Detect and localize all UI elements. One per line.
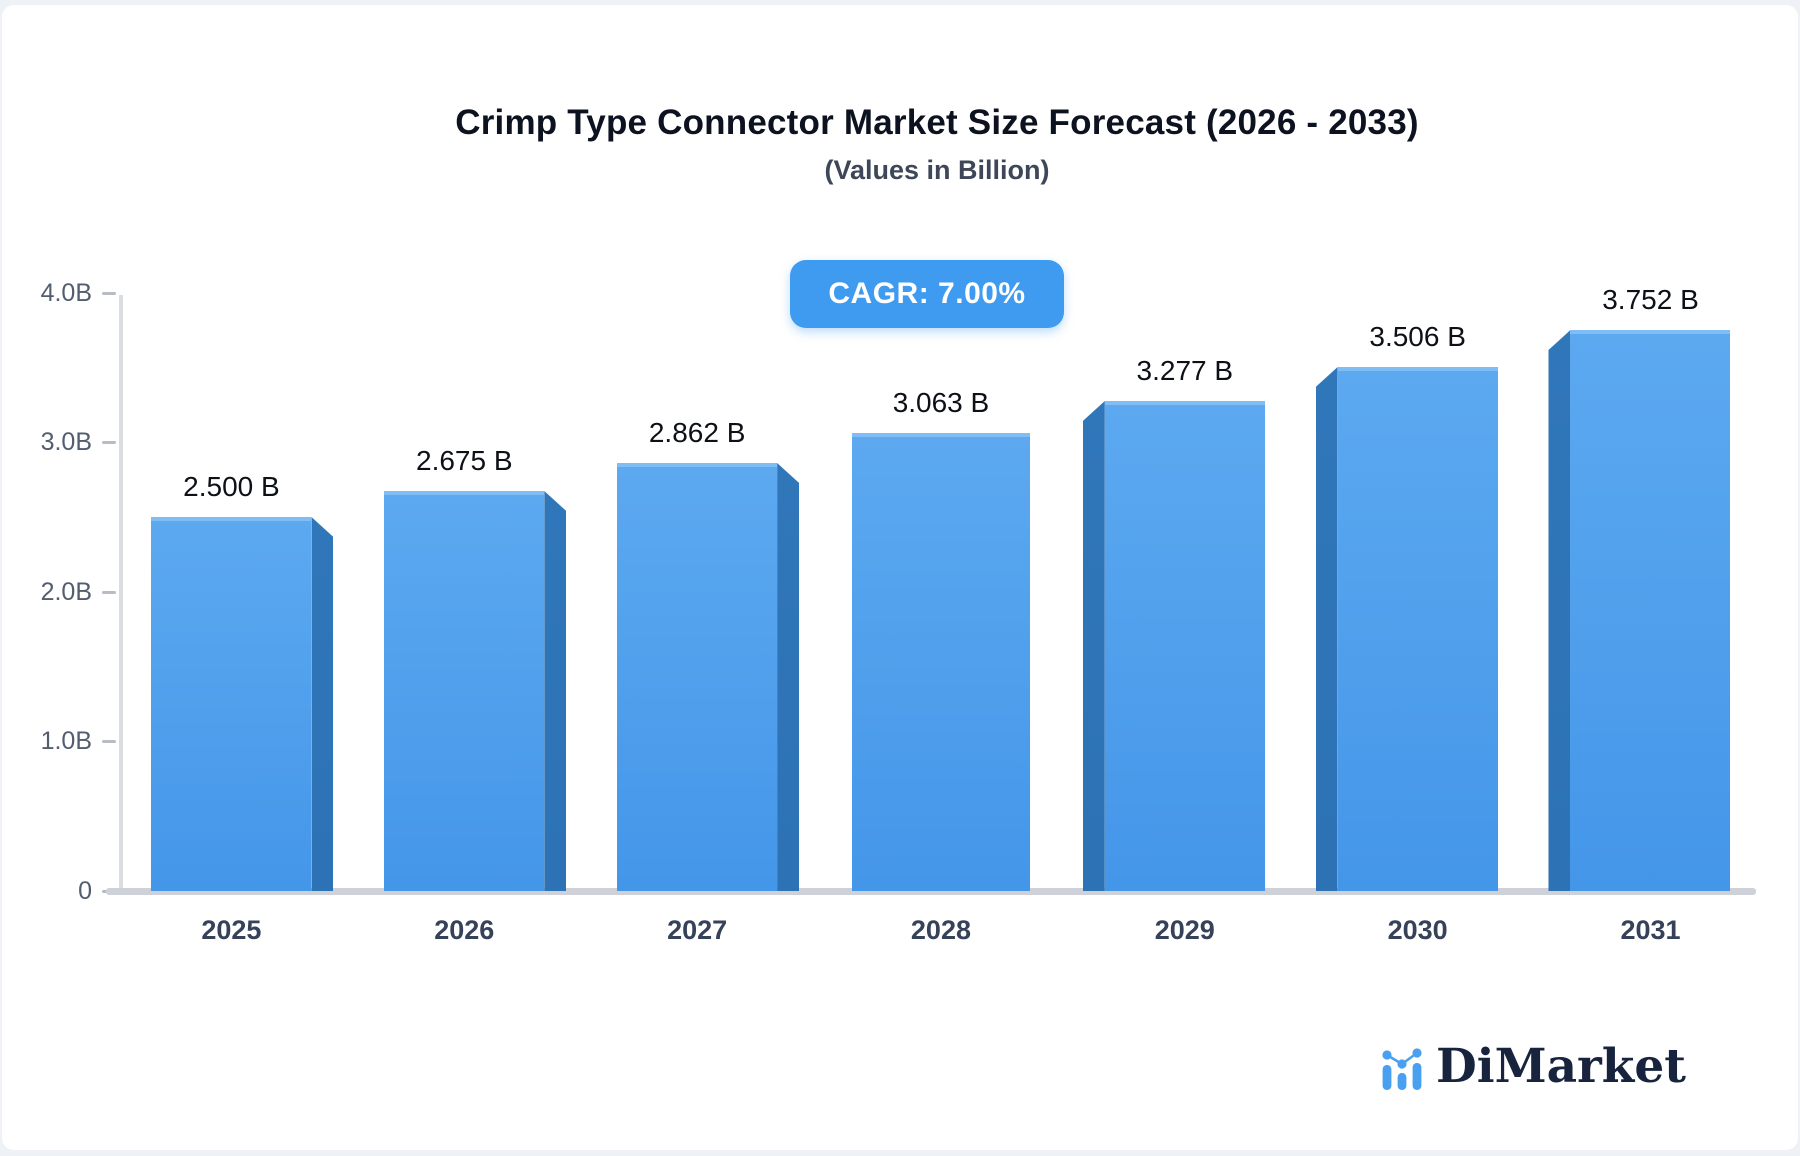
chart-card: Crimp Type Connector Market Size Forecas…: [2, 5, 1798, 1150]
y-axis-tick-label: 4.0B: [40, 278, 92, 307]
y-axis-tick: 1.0B: [2, 727, 116, 757]
y-axis-tick: 0: [2, 876, 116, 906]
bar-value-label: 3.063 B: [892, 387, 990, 418]
bar-face: [1104, 401, 1265, 891]
bar-2029: 3.277 B 2029: [1082, 355, 1265, 945]
bar-series: 2.500 B 2025 2.675 B 2026 2.862 B 2027 3.063 B…: [126, 284, 1756, 945]
bar-chart-logo-icon: [1382, 1048, 1422, 1090]
dimarket-logo-text: DiMarket: [1435, 1039, 1686, 1094]
bar-face: [151, 517, 312, 891]
bar-value-label: 3.752 B: [1602, 284, 1699, 315]
bar-value-label: 3.277 B: [1136, 355, 1234, 386]
y-axis-tick-label: 3.0B: [40, 428, 92, 456]
bar-2026: 2.675 B 2026: [384, 445, 567, 945]
bar-2025: 2.500 B 2025: [151, 471, 334, 945]
y-axis-tick-label: 2.0B: [40, 577, 92, 606]
bar-side-shade: [1548, 330, 1571, 891]
x-axis-line: [106, 888, 1756, 895]
plot-area: 2.500 B 2025 2.675 B 2026 2.862 B 2027 3.063 B…: [126, 284, 1756, 945]
x-axis-label: 2026: [434, 915, 495, 945]
bar-2028: 3.063 B 2028: [850, 387, 1032, 945]
x-axis-label: 2027: [667, 915, 728, 945]
cagr-badge-label: CAGR: 7.00%: [828, 277, 1026, 310]
dimarket-logo: DiMarket: [1380, 1043, 1686, 1090]
bar-face: [384, 491, 545, 891]
bar-face: [1337, 367, 1498, 891]
x-axis-label: 2028: [910, 915, 971, 945]
y-axis-line: [119, 295, 123, 891]
bar-side-shade: [311, 517, 334, 891]
y-axis-tick-mark: [102, 291, 116, 295]
y-axis-tick-mark: [102, 590, 116, 594]
y-axis-tick-label: 0: [78, 876, 92, 905]
bar-face: [617, 463, 778, 891]
y-axis-tick: 2.0B: [2, 577, 116, 607]
y-axis-tick-mark: [102, 441, 116, 444]
bar-2031: 3.752 B 2031: [1548, 284, 1731, 945]
x-axis-label: 2030: [1387, 915, 1448, 945]
bar-value-label: 3.506 B: [1369, 321, 1466, 352]
bar-value-label: 2.500 B: [183, 471, 280, 502]
bar-value-label: 2.675 B: [416, 445, 513, 476]
bar-side-shade: [777, 463, 800, 891]
x-axis-label: 2029: [1154, 915, 1215, 945]
x-axis-label: 2025: [201, 915, 262, 945]
y-axis-tick-mark: [102, 740, 116, 743]
y-axis-tick: 4.0B: [2, 278, 116, 308]
y-axis-tick: 3.0B: [2, 428, 116, 458]
chart-title: Crimp Type Connector Market Size Forecas…: [455, 103, 1419, 142]
bar-value-label: 2.862 B: [648, 417, 746, 448]
y-axis-tick-label: 1.0B: [40, 727, 92, 755]
bar-side-shade: [1082, 401, 1105, 891]
bar-2027: 2.862 B 2027: [617, 417, 800, 945]
chart-subtitle: (Values in Billion): [824, 155, 1050, 185]
cagr-badge: CAGR: 7.00%: [790, 260, 1064, 328]
bar-face: [1570, 330, 1731, 891]
bar-side-shade: [544, 491, 567, 891]
x-axis-label: 2031: [1620, 915, 1681, 945]
bar-2030: 3.506 B 2030: [1315, 321, 1498, 945]
bar-face: [851, 433, 1030, 891]
bar-side-shade: [1315, 367, 1338, 891]
